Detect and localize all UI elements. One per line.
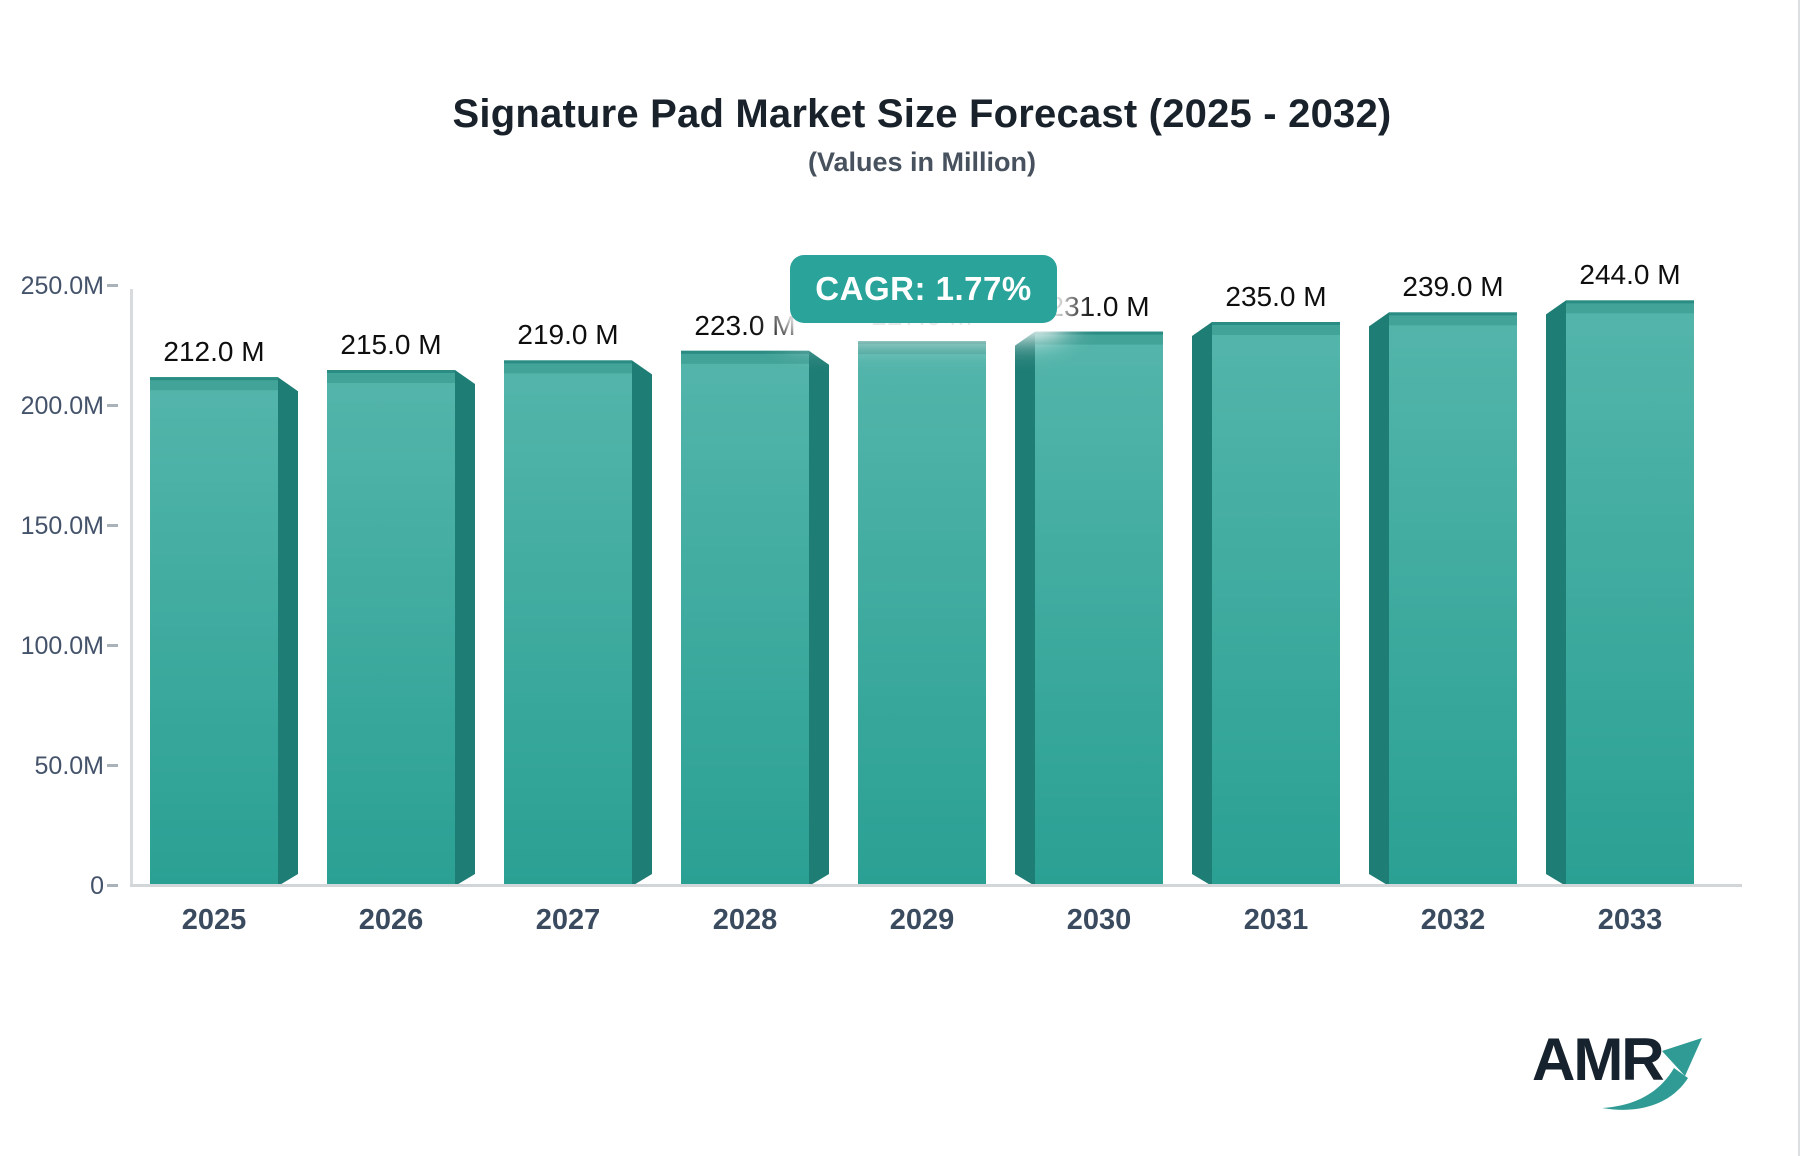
bar-2030 — [1035, 331, 1163, 887]
y-axis-line — [130, 289, 133, 885]
bar-2028 — [681, 350, 809, 886]
growth-arrow-icon — [1602, 1038, 1702, 1110]
y-tick-0: 0 — [90, 872, 104, 900]
y-tick-150.0M: 150.0M — [20, 512, 104, 540]
bar-value-label-2030: 231.0 M — [1048, 290, 1150, 322]
y-tick-50.0M: 50.0M — [34, 752, 104, 780]
x-axis-line — [130, 884, 1742, 887]
bar-group-2033 — [1546, 300, 1694, 886]
bar-2025 — [150, 377, 278, 886]
bar-value-label-2026: 215.0 M — [340, 329, 442, 360]
bar-2027 — [504, 360, 632, 886]
bar-group-2030 — [1015, 331, 1163, 887]
amr-logo: AMR — [1520, 1028, 1730, 1123]
y-tick-dash — [107, 764, 118, 767]
bar-group-2026 — [327, 370, 475, 886]
y-tick-250.0M: 250.0M — [20, 272, 104, 300]
y-tick-dash — [107, 884, 118, 887]
x-tick-2027: 2027 — [535, 904, 601, 936]
x-tick-2025: 2025 — [181, 904, 247, 936]
x-tick-2030: 2030 — [1066, 904, 1132, 936]
bar-value-label-2033: 244.0 M — [1579, 259, 1681, 291]
y-tick-dash — [107, 644, 118, 647]
x-tick-2031: 2031 — [1243, 904, 1309, 936]
bar-group-2027 — [504, 360, 652, 886]
bar-group-2029 — [858, 341, 986, 886]
bar-2032 — [1389, 312, 1517, 886]
bar-2031 — [1212, 322, 1340, 886]
bar-group-2032 — [1369, 312, 1517, 886]
cagr-badge-label: CAGR: 1.77% — [815, 270, 1032, 307]
bar-group-2025 — [150, 377, 298, 886]
page-right-border — [1798, 0, 1800, 1156]
y-tick-dash — [107, 404, 118, 407]
amr-logo-text: AMR — [1532, 1026, 1665, 1093]
x-tick-2028: 2028 — [712, 904, 778, 936]
y-tick-dash — [107, 524, 118, 527]
chart-title: Signature Pad Market Size Forecast (2025… — [452, 92, 1392, 136]
x-tick-2026: 2026 — [358, 904, 424, 936]
y-tick-dash — [107, 284, 118, 287]
bar-value-label-2032: 239.0 M — [1402, 271, 1504, 303]
bar-2029 — [858, 341, 986, 886]
bar-group-2031 — [1192, 322, 1340, 886]
bar-2033 — [1566, 300, 1694, 886]
y-tick-100.0M: 100.0M — [20, 632, 104, 660]
bar-value-label-2025: 212.0 M — [163, 336, 265, 368]
x-tick-2032: 2032 — [1420, 904, 1486, 936]
bar-value-label-2027: 219.0 M — [517, 319, 619, 351]
bar-group-2028 — [681, 350, 829, 886]
bar-value-label-2028: 223.0 M — [694, 309, 796, 341]
bar-value-label-2031: 235.0 M — [1225, 281, 1327, 312]
cagr-badge: CAGR: 1.77% — [790, 255, 1057, 323]
chart-subtitle: (Values in Million) — [807, 147, 1037, 177]
bar-2026 — [327, 370, 455, 886]
x-tick-2029: 2029 — [889, 904, 955, 936]
y-tick-200.0M: 200.0M — [20, 392, 104, 420]
x-tick-2033: 2033 — [1597, 904, 1663, 936]
